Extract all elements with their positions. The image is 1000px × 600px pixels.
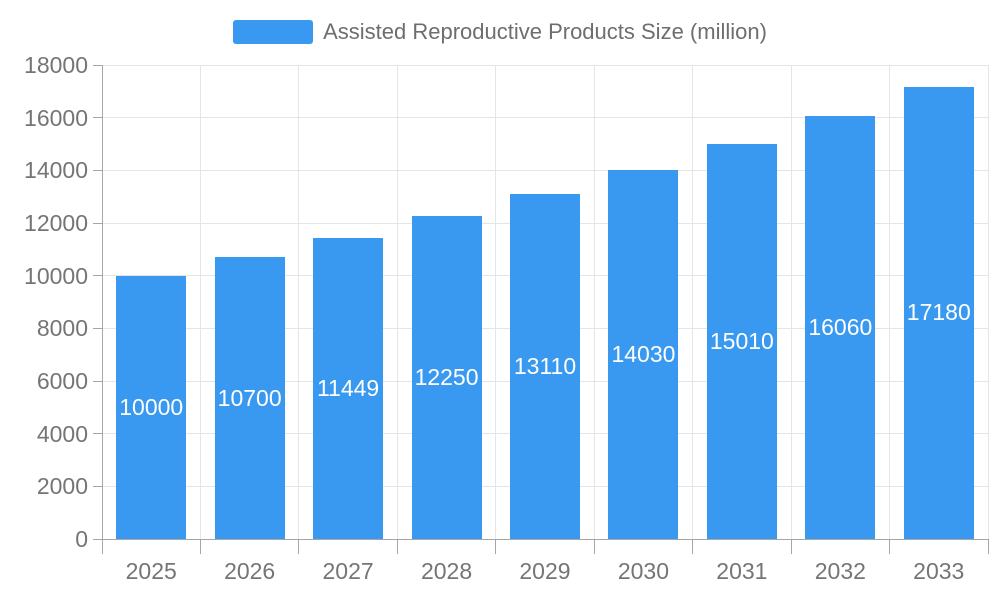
- bar: 11449: [313, 237, 384, 539]
- y-axis-tick: [93, 327, 102, 329]
- bar-value-label: 15010: [709, 327, 774, 354]
- gridline-horizontal: [102, 64, 988, 66]
- gridline-vertical: [593, 65, 595, 539]
- x-axis-tick: [790, 539, 792, 554]
- y-tick-label: 16000: [24, 104, 88, 131]
- bar: 12250: [411, 216, 482, 539]
- x-axis-tick: [495, 539, 497, 554]
- bar-value-label: 16060: [808, 314, 873, 341]
- x-tick-label: 2033: [913, 558, 965, 584]
- bar: 10700: [214, 257, 285, 539]
- x-axis-tick: [199, 539, 201, 554]
- y-axis-tick: [93, 169, 102, 171]
- x-axis-tick: [298, 539, 300, 554]
- bar-value-label: 17180: [906, 299, 971, 326]
- gridline-vertical: [298, 65, 300, 539]
- y-axis-tick: [93, 538, 102, 540]
- gridline-vertical: [889, 65, 891, 539]
- x-tick-label: 2032: [814, 558, 866, 584]
- legend-swatch-icon: [233, 20, 314, 44]
- y-tick-label: 2000: [36, 473, 88, 500]
- bar-value-label: 12250: [414, 364, 479, 391]
- bar: 13110: [510, 193, 580, 539]
- y-tick-label: 6000: [36, 368, 88, 394]
- bar: 17180: [903, 86, 974, 539]
- y-tick-label: 8000: [36, 315, 88, 342]
- x-axis-tick: [101, 539, 103, 554]
- bar-value-label: 10000: [119, 393, 184, 420]
- x-axis-tick: [396, 539, 398, 554]
- x-tick-label: 2028: [420, 558, 473, 584]
- bar-value-label: 13110: [513, 352, 577, 379]
- x-tick-label: 2031: [716, 558, 768, 584]
- gridline-vertical: [199, 65, 201, 539]
- gridline-vertical: [790, 65, 792, 539]
- x-tick-label: 2027: [322, 558, 374, 584]
- y-axis-tick: [93, 275, 102, 277]
- y-axis-line: [102, 65, 103, 539]
- y-tick-label: 18000: [24, 52, 88, 78]
- y-tick-label: 10000: [24, 262, 88, 289]
- gridline-vertical: [495, 65, 497, 539]
- x-tick-label: 2026: [224, 558, 276, 584]
- y-axis-tick: [93, 222, 102, 224]
- x-tick-label: 2030: [617, 558, 670, 584]
- bar-value-label: 10700: [217, 384, 282, 411]
- x-tick-label: 2025: [125, 558, 177, 584]
- gridline-vertical: [692, 65, 694, 539]
- y-tick-label: 14000: [24, 157, 88, 184]
- x-axis-tick: [889, 539, 891, 554]
- y-tick-label: 12000: [24, 210, 88, 236]
- y-axis-tick: [93, 64, 102, 66]
- bar-value-label: 14030: [611, 340, 676, 367]
- y-tick-label: 0: [75, 526, 88, 552]
- bar: 14030: [608, 169, 679, 539]
- x-axis-tick: [987, 539, 989, 554]
- x-axis-line: [102, 538, 988, 540]
- y-axis-tick: [93, 433, 102, 435]
- y-axis-tick: [93, 117, 102, 119]
- gridline-vertical: [396, 65, 398, 539]
- bar: 16060: [805, 116, 876, 539]
- bar-value-label: 11449: [316, 374, 380, 401]
- bar: 10000: [116, 275, 187, 539]
- legend-label: Assisted Reproductive Products Size (mil…: [323, 19, 767, 44]
- bar: 15010: [706, 143, 777, 539]
- x-tick-label: 2029: [519, 558, 571, 584]
- y-axis-tick: [93, 380, 102, 382]
- y-tick-label: 4000: [36, 420, 88, 447]
- chart-legend[interactable]: Assisted Reproductive Products Size (mil…: [0, 19, 1000, 45]
- y-axis-tick: [93, 485, 102, 487]
- gridline-horizontal: [102, 169, 988, 171]
- gridline-horizontal: [102, 117, 988, 119]
- x-axis-tick: [593, 539, 595, 554]
- x-axis-tick: [692, 539, 694, 554]
- gridline-vertical: [987, 65, 989, 539]
